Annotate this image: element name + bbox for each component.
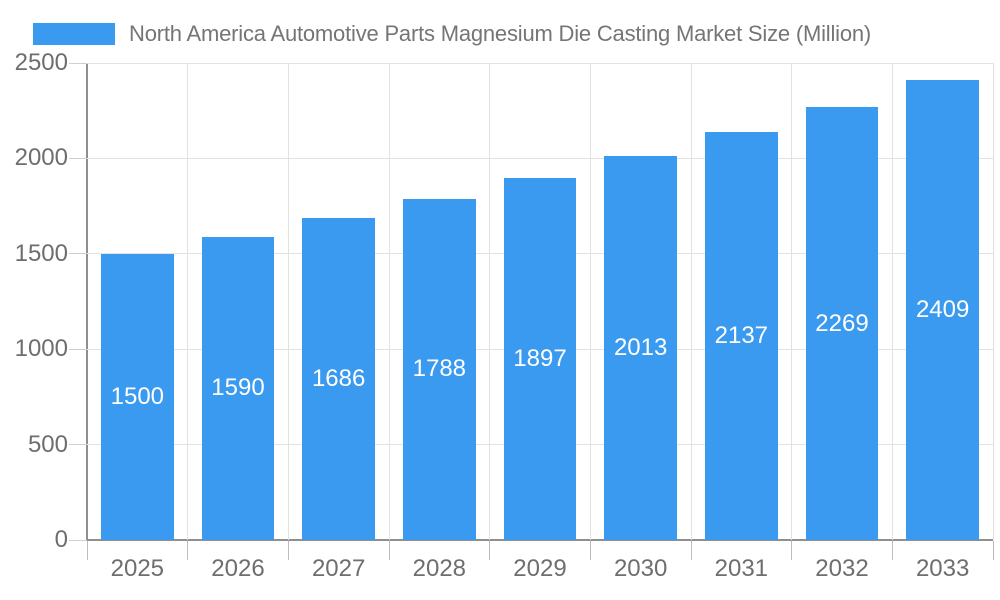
bar-value-label: 1686: [311, 365, 366, 393]
bar-value-label: 2409: [915, 296, 970, 324]
bar[interactable]: [100, 253, 174, 540]
x-tick-label: 2032: [815, 555, 869, 582]
bar-value-label: 1590: [211, 374, 265, 402]
x-axis-tick: [187, 541, 189, 560]
x-tick-label: 2033: [915, 555, 970, 582]
y-tick-label: 1000: [14, 335, 68, 363]
x-axis-tick: [489, 541, 491, 560]
y-axis-tick: [69, 62, 87, 64]
gridline-vertical: [891, 63, 893, 540]
y-axis-tick: [69, 539, 87, 541]
x-axis-tick: [388, 541, 390, 560]
legend-label: North America Automotive Parts Magnesium…: [129, 21, 872, 46]
x-axis-tick: [86, 541, 88, 560]
y-tick-label: 2000: [14, 144, 68, 172]
y-tick-label: 2500: [14, 49, 68, 76]
gridline-vertical: [589, 63, 591, 540]
legend-item[interactable]: North America Automotive Parts Magnesium…: [33, 21, 871, 47]
bar-value-label: 2013: [613, 333, 668, 361]
x-tick-label: 2030: [613, 555, 668, 582]
x-axis-line: [87, 539, 993, 541]
bar-value-label: 1897: [513, 345, 567, 373]
x-axis-tick: [690, 541, 692, 560]
gridline-vertical: [287, 63, 289, 540]
bar[interactable]: [604, 155, 678, 540]
bar-value-label: 1500: [110, 382, 165, 410]
y-axis-line: [86, 63, 88, 540]
x-axis-tick: [791, 541, 793, 560]
x-tick-label: 2029: [513, 555, 567, 582]
bar[interactable]: [402, 198, 476, 540]
gridline-vertical: [388, 63, 390, 540]
bar[interactable]: [503, 178, 577, 540]
x-tick-label: 2026: [211, 555, 265, 582]
y-tick-label: 1500: [14, 239, 68, 267]
gridline-vertical: [187, 63, 189, 540]
gridline-horizontal: [87, 157, 993, 159]
bar-value-label: 1788: [412, 355, 467, 383]
x-tick-label: 2025: [110, 555, 165, 582]
y-tick-label: 500: [27, 430, 68, 458]
gridline-vertical: [489, 63, 491, 540]
y-axis-tick: [69, 253, 87, 255]
x-axis-tick: [287, 541, 289, 560]
x-tick-label: 2028: [412, 555, 467, 582]
x-tick-label: 2031: [714, 555, 769, 582]
x-tick-label: 2027: [311, 555, 366, 582]
bar[interactable]: [302, 218, 376, 540]
bar[interactable]: [906, 80, 980, 540]
plot-area: 1500 1590 1686 1788 1897 2013 2137 2269 2409: [69, 62, 994, 560]
gridline-vertical: [791, 63, 793, 540]
bar-value-label: 2269: [815, 309, 869, 337]
x-axis-tick: [891, 541, 893, 560]
bar-value-label: 2137: [714, 322, 769, 350]
y-axis-tick: [69, 157, 87, 159]
x-axis-tick: [589, 541, 591, 560]
bar[interactable]: [805, 107, 879, 540]
y-tick-label: 0: [54, 526, 68, 553]
legend-swatch: [33, 23, 115, 45]
gridline-horizontal: [87, 62, 993, 64]
y-axis-tick: [69, 444, 87, 446]
bar[interactable]: [201, 236, 275, 540]
x-axis-tick: [992, 541, 994, 560]
gridline-vertical: [992, 63, 994, 540]
gridline-vertical: [690, 63, 692, 540]
y-axis-tick: [69, 348, 87, 350]
bar[interactable]: [704, 132, 778, 540]
